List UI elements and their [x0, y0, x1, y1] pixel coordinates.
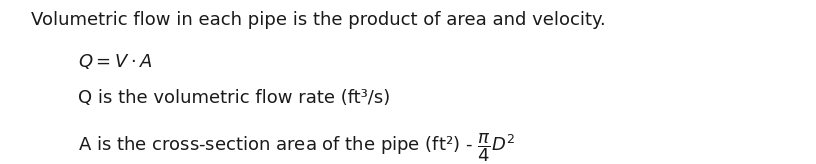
Text: Volumetric flow in each pipe is the product of area and velocity.: Volumetric flow in each pipe is the prod… [31, 11, 605, 30]
Text: $Q = V \cdot A$: $Q = V \cdot A$ [78, 52, 152, 72]
Text: A is the cross-section area of the pipe (ft²) - $\dfrac{\pi}{4}D^2$: A is the cross-section area of the pipe … [78, 131, 514, 164]
Text: Q is the volumetric flow rate (ft³/s): Q is the volumetric flow rate (ft³/s) [78, 89, 390, 107]
